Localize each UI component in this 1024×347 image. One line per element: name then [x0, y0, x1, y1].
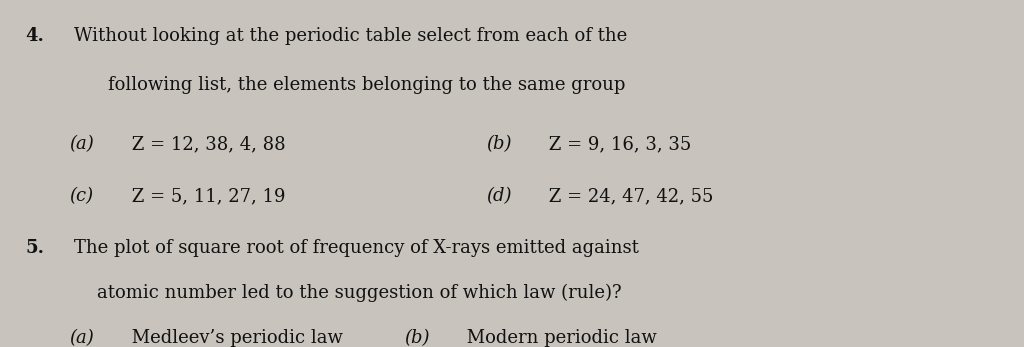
Text: Medleev’s periodic law: Medleev’s periodic law — [126, 329, 343, 347]
Text: atomic number led to the suggestion of which law (rule)?: atomic number led to the suggestion of w… — [97, 284, 622, 302]
Text: 4.: 4. — [26, 27, 44, 45]
Text: Without looking at the periodic table select from each of the: Without looking at the periodic table se… — [74, 27, 627, 45]
Text: (a): (a) — [70, 329, 94, 347]
Text: (d): (d) — [486, 187, 512, 205]
Text: The plot of square root of frequency of X-rays emitted against: The plot of square root of frequency of … — [74, 239, 639, 257]
Text: Modern periodic law: Modern periodic law — [461, 329, 656, 347]
Text: (b): (b) — [404, 329, 430, 347]
Text: (c): (c) — [70, 187, 94, 205]
Text: Z = 24, 47, 42, 55: Z = 24, 47, 42, 55 — [543, 187, 713, 205]
Text: Z = 9, 16, 3, 35: Z = 9, 16, 3, 35 — [543, 135, 691, 153]
Text: (a): (a) — [70, 135, 94, 153]
Text: (b): (b) — [486, 135, 512, 153]
Text: 5.: 5. — [26, 239, 45, 257]
Text: following list, the elements belonging to the same group: following list, the elements belonging t… — [108, 76, 625, 94]
Text: Z = 5, 11, 27, 19: Z = 5, 11, 27, 19 — [126, 187, 286, 205]
Text: Z = 12, 38, 4, 88: Z = 12, 38, 4, 88 — [126, 135, 286, 153]
